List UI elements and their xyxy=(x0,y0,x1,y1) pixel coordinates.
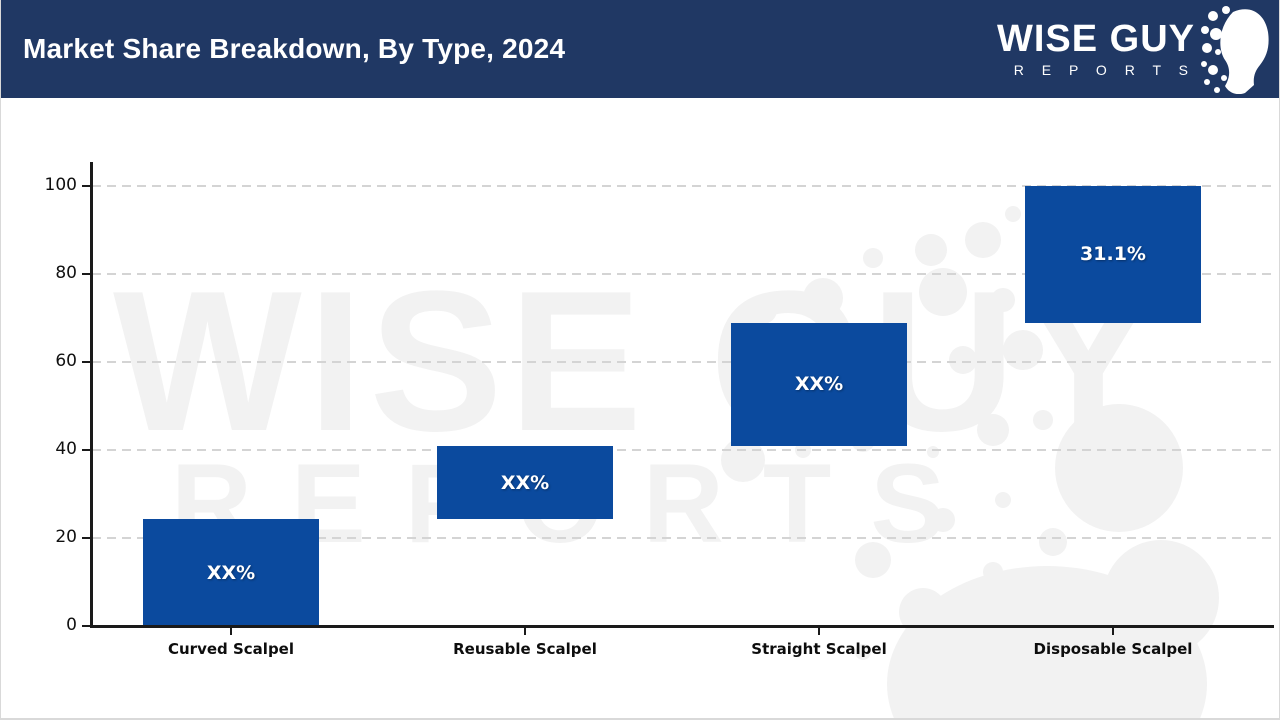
y-tick-label: 0 xyxy=(66,615,77,635)
y-tick-mark xyxy=(82,449,90,451)
y-tick-label: 40 xyxy=(55,439,77,459)
y-tick-label: 100 xyxy=(44,175,77,195)
header-banner: Market Share Breakdown, By Type, 2024 WI… xyxy=(1,0,1279,98)
x-tick-mark xyxy=(230,628,232,635)
chart-title: Market Share Breakdown, By Type, 2024 xyxy=(23,33,566,64)
wiseguy-face-icon xyxy=(1201,6,1269,94)
bar-value-label: XX% xyxy=(794,373,844,396)
y-tick-label: 20 xyxy=(55,527,77,547)
gridline-y60 xyxy=(92,361,1273,363)
bar-value-label: 31.1% xyxy=(1080,243,1146,266)
logo-wordmark: WISE GUY xyxy=(996,18,1195,60)
y-tick-mark xyxy=(82,537,90,539)
gridline-y40 xyxy=(92,449,1273,451)
x-tick-mark xyxy=(524,628,526,635)
gridline-y100 xyxy=(92,185,1273,187)
wiseguy-logo-text: WISE GUY R E P O R T S xyxy=(997,20,1195,78)
y-tick-label: 60 xyxy=(55,351,77,371)
y-axis-spine xyxy=(90,162,93,627)
y-tick-mark xyxy=(82,185,90,187)
x-tick-mark xyxy=(818,628,820,635)
bar-reusable-scalpel: XX% xyxy=(437,446,613,520)
bar-value-label: XX% xyxy=(500,471,550,494)
y-tick-mark xyxy=(82,625,90,627)
bar-curved-scalpel: XX% xyxy=(143,519,319,626)
y-tick-label: 80 xyxy=(55,263,77,283)
gridline-y80 xyxy=(92,273,1273,275)
x-tick-mark xyxy=(1112,628,1114,635)
bar-value-label: XX% xyxy=(206,561,256,584)
bar-straight-scalpel: XX% xyxy=(731,322,907,447)
x-axis-spine xyxy=(90,625,1274,628)
x-category-label: Reusable Scalpel xyxy=(453,640,597,658)
gridline-y20 xyxy=(92,537,1273,539)
x-category-label: Curved Scalpel xyxy=(167,640,294,658)
y-tick-mark xyxy=(82,273,90,275)
y-tick-mark xyxy=(82,361,90,363)
x-category-label: Disposable Scalpel xyxy=(1033,640,1193,658)
bar-disposable-scalpel: 31.1% xyxy=(1025,186,1201,323)
wiseguy-logo: WISE GUY R E P O R T S xyxy=(997,0,1271,98)
logo-reports-text: R E P O R T S xyxy=(1013,62,1195,78)
x-category-label: Straight Scalpel xyxy=(751,640,887,658)
